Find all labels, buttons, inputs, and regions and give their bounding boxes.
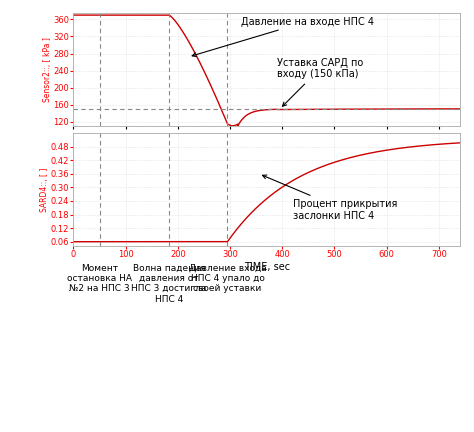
Text: Момент
остановка НА
№2 на НПС 3: Момент остановка НА №2 на НПС 3: [67, 264, 132, 293]
X-axis label: TIME, sec: TIME, sec: [244, 262, 290, 272]
Text: Волна падения
давления от
НПС 3 достигла
НПС 4: Волна падения давления от НПС 3 достигла…: [131, 264, 207, 304]
Text: Процент прикрытия
заслонки НПС 4: Процент прикрытия заслонки НПС 4: [263, 175, 397, 221]
Y-axis label: Sensor2::, [ kPa ]: Sensor2::, [ kPa ]: [43, 37, 52, 102]
Text: Уставка САРД по
входу (150 кПа): Уставка САРД по входу (150 кПа): [277, 58, 363, 106]
Y-axis label: SARD4::, [ ]: SARD4::, [ ]: [40, 168, 49, 212]
Text: Давление входа
НПС 4 упало до
своей уставки: Давление входа НПС 4 упало до своей уста…: [189, 264, 266, 293]
Text: Давление на входе НПС 4: Давление на входе НПС 4: [192, 16, 374, 57]
